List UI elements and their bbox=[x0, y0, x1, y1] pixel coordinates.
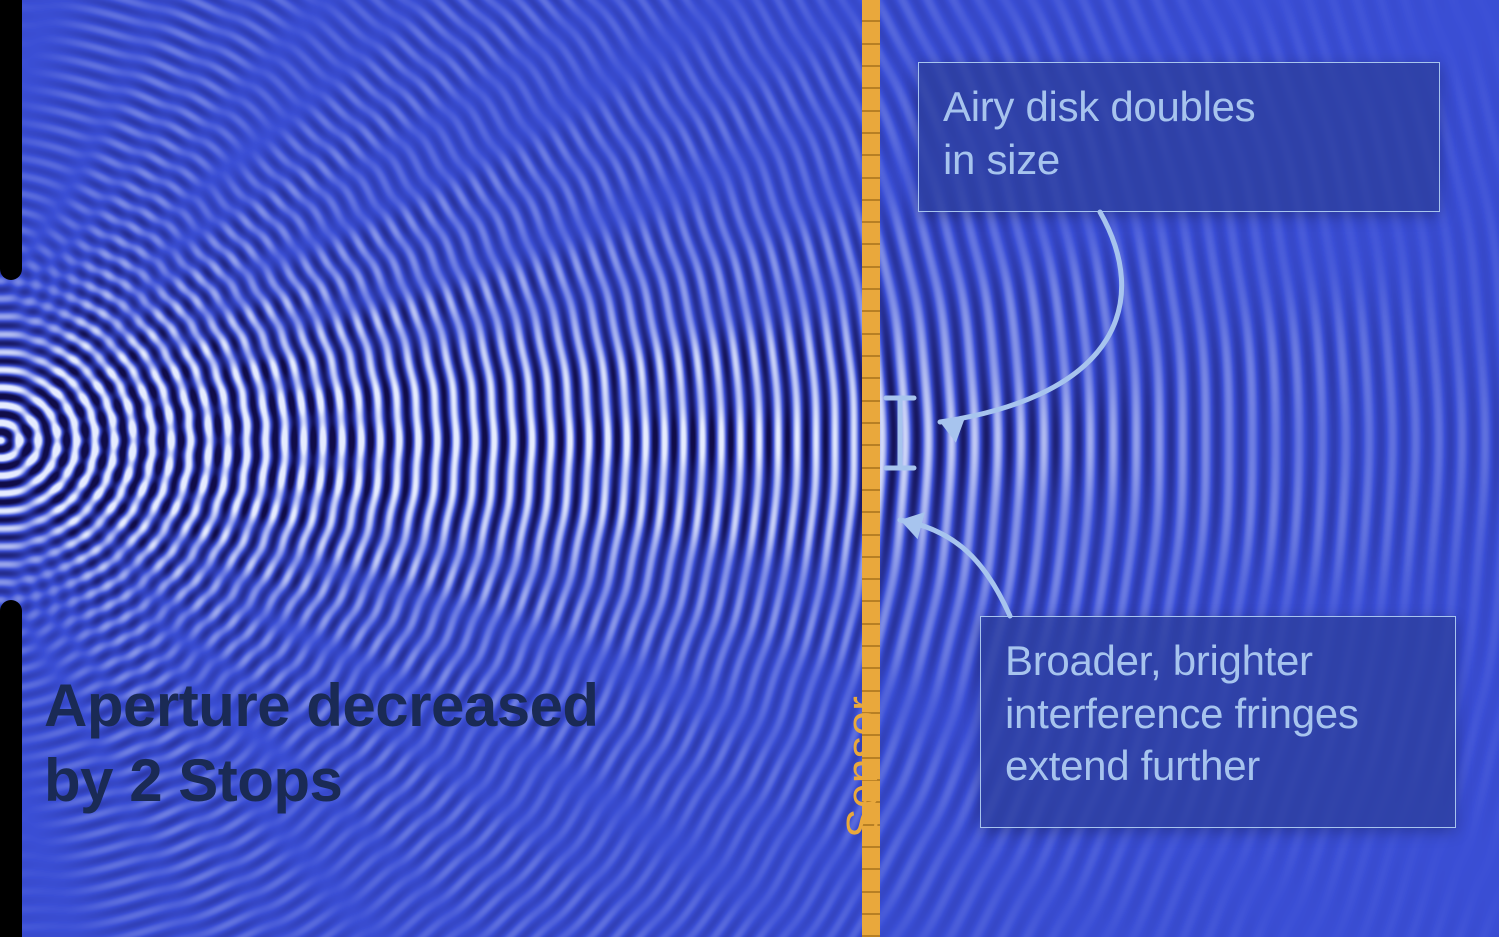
sensor-cell bbox=[862, 201, 880, 223]
sensor-cell bbox=[862, 335, 880, 357]
aperture-bar-bottom bbox=[0, 600, 22, 937]
callout-interference-fringes: Broader, brighter interference fringes e… bbox=[980, 616, 1456, 828]
callout-fringes-line3: extend further bbox=[1005, 742, 1260, 789]
sensor-cell bbox=[862, 513, 880, 535]
diagram-stage: Sensor Aperture decreased by 2 Stops Air… bbox=[0, 0, 1499, 937]
sensor-cell bbox=[862, 848, 880, 870]
sensor-cell bbox=[862, 22, 880, 44]
sensor-cell bbox=[862, 156, 880, 178]
sensor-cell bbox=[862, 915, 880, 937]
sensor-cell bbox=[862, 669, 880, 691]
sensor-cell bbox=[862, 402, 880, 424]
sensor-cell bbox=[862, 245, 880, 267]
sensor-cell bbox=[862, 446, 880, 468]
sensor-cell bbox=[862, 536, 880, 558]
sensor-cell bbox=[862, 379, 880, 401]
callout-airy-disk: Airy disk doubles in size bbox=[918, 62, 1440, 212]
sensor-cell bbox=[862, 312, 880, 334]
sensor-cell bbox=[862, 469, 880, 491]
sensor-cell bbox=[862, 357, 880, 379]
sensor-cell bbox=[862, 491, 880, 513]
sensor-cell bbox=[862, 625, 880, 647]
sensor-cell bbox=[862, 268, 880, 290]
sensor-cell bbox=[862, 893, 880, 915]
sensor-cell bbox=[862, 602, 880, 624]
sensor-cell bbox=[862, 223, 880, 245]
callout-airy-line2: in size bbox=[943, 136, 1060, 183]
sensor-label: Sensor bbox=[838, 696, 888, 838]
sensor-cell bbox=[862, 558, 880, 580]
aperture-bar-top bbox=[0, 0, 22, 280]
sensor-cell bbox=[862, 0, 880, 22]
main-caption-line2: by 2 Stops bbox=[44, 747, 342, 814]
sensor-cell bbox=[862, 424, 880, 446]
sensor-cell bbox=[862, 179, 880, 201]
callout-fringes-line1: Broader, brighter bbox=[1005, 637, 1313, 684]
sensor-cell bbox=[862, 134, 880, 156]
sensor-cell bbox=[862, 112, 880, 134]
main-caption: Aperture decreased by 2 Stops bbox=[44, 668, 599, 818]
sensor-cell bbox=[862, 67, 880, 89]
sensor-cell bbox=[862, 647, 880, 669]
callout-airy-line1: Airy disk doubles bbox=[943, 83, 1255, 130]
sensor-cell bbox=[862, 89, 880, 111]
sensor-cell bbox=[862, 45, 880, 67]
main-caption-line1: Aperture decreased bbox=[44, 672, 599, 739]
sensor-cell bbox=[862, 870, 880, 892]
sensor-cell bbox=[862, 580, 880, 602]
sensor-cell bbox=[862, 290, 880, 312]
callout-fringes-line2: interference fringes bbox=[1005, 690, 1359, 737]
